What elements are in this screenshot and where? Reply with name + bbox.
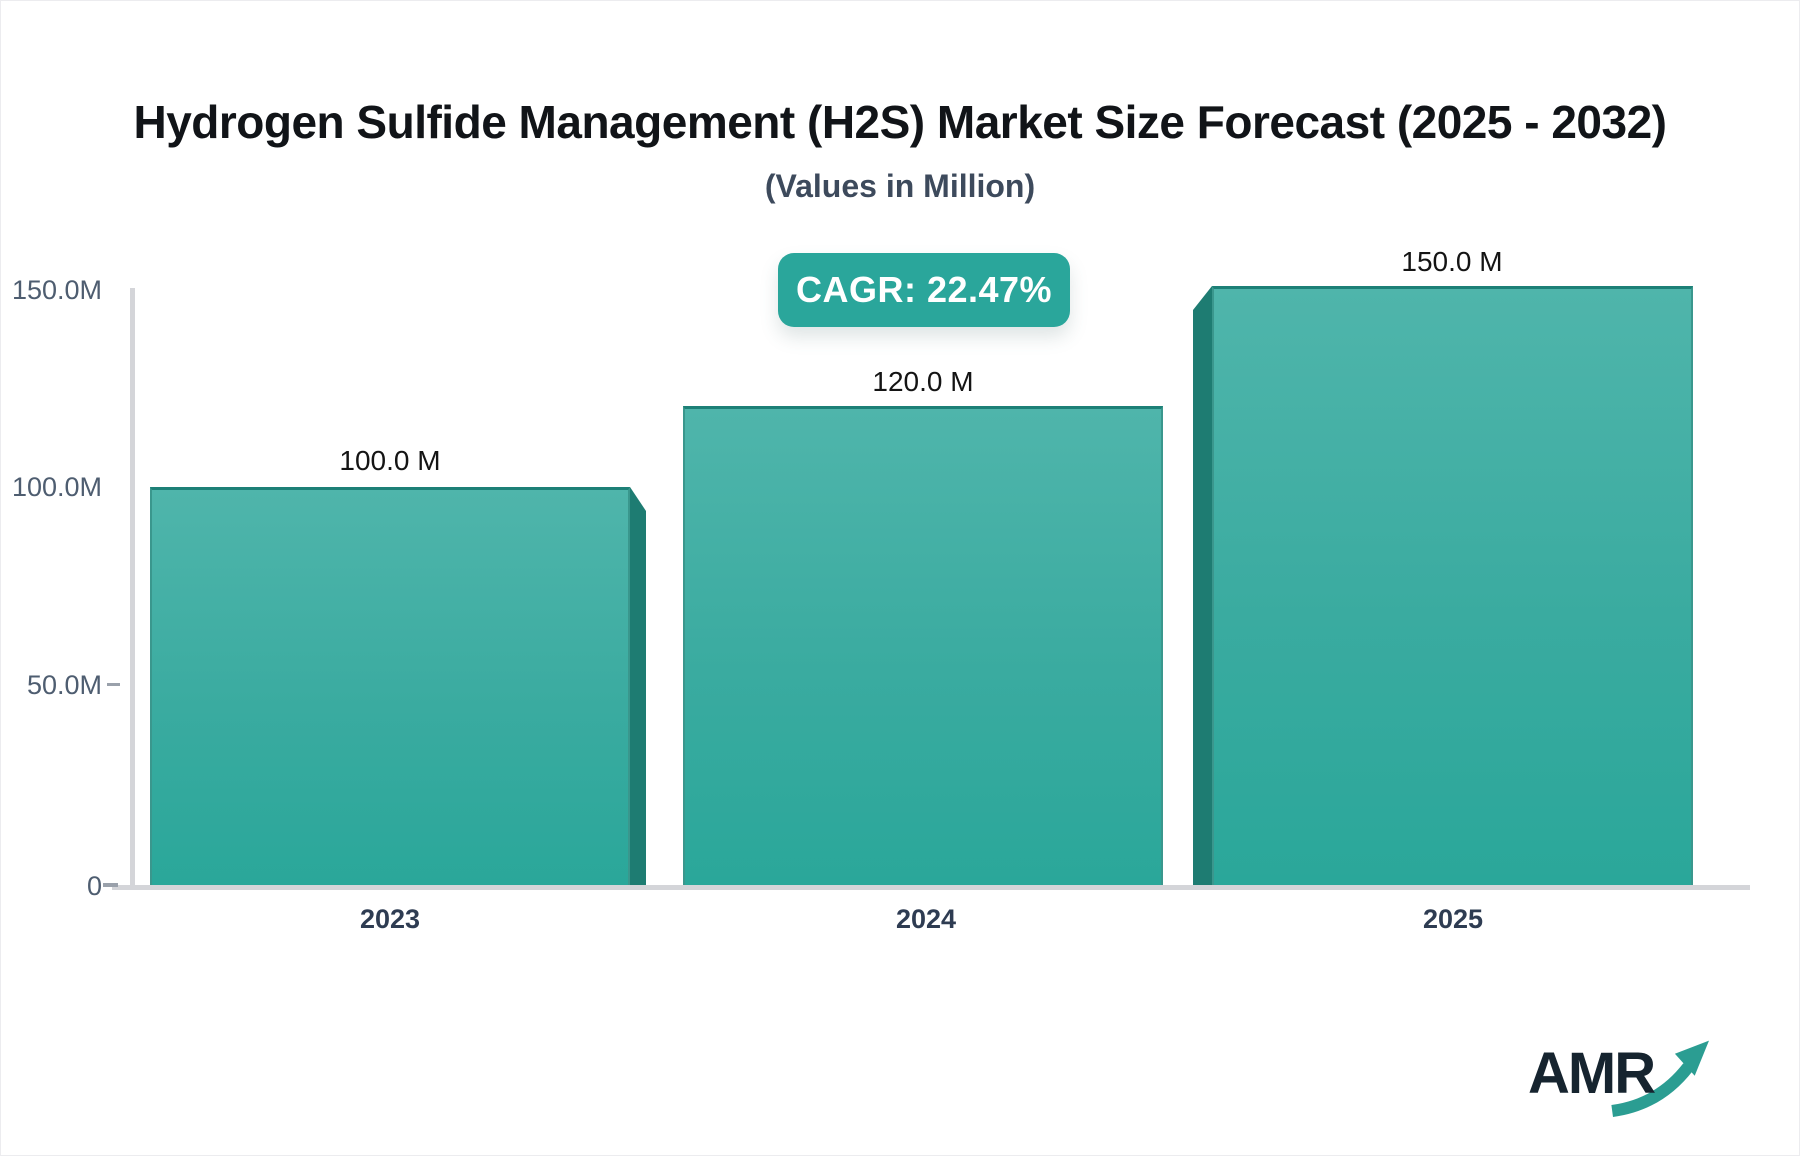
- cagr-badge: CAGR: 22.47%: [778, 253, 1070, 327]
- bar-2024: [683, 406, 1163, 885]
- y-axis-line: [130, 288, 135, 890]
- y-tick-mark-50m: [107, 683, 120, 686]
- y-tick-label-150m: 150.0M: [11, 275, 102, 305]
- x-axis-line: [112, 885, 1750, 890]
- x-axis-label-2024: 2024: [895, 904, 957, 934]
- bar-2023: [150, 487, 630, 885]
- x-axis-label-2025: 2025: [1422, 904, 1484, 934]
- bar-value-label-2023: 100.0 M: [339, 445, 441, 476]
- bar-2025: [1212, 286, 1693, 885]
- y-tick-label-0: 0: [86, 871, 102, 901]
- chart-subtitle: (Values in Million): [764, 168, 1036, 204]
- cagr-badge-label: CAGR: 22.47%: [795, 269, 1053, 310]
- bar-2023-side-face: [630, 487, 646, 885]
- bar-value-label-2024: 120.0 M: [872, 366, 974, 397]
- growth-arrow-icon: [1611, 1040, 1709, 1117]
- y-tick-label-100m: 100.0M: [11, 472, 102, 502]
- y-tick-mark-0: [103, 883, 118, 887]
- amr-logo: AMR: [1528, 1022, 1768, 1132]
- x-axis-label-2023: 2023: [359, 904, 421, 934]
- y-tick-label-50m: 50.0M: [26, 670, 102, 700]
- amr-logo-text: AMR: [1528, 1041, 1656, 1106]
- bar-2025-side-face: [1193, 286, 1212, 885]
- chart-title: Hydrogen Sulfide Management (H2S) Market…: [133, 96, 1667, 148]
- bar-value-label-2025: 150.0 M: [1401, 246, 1503, 277]
